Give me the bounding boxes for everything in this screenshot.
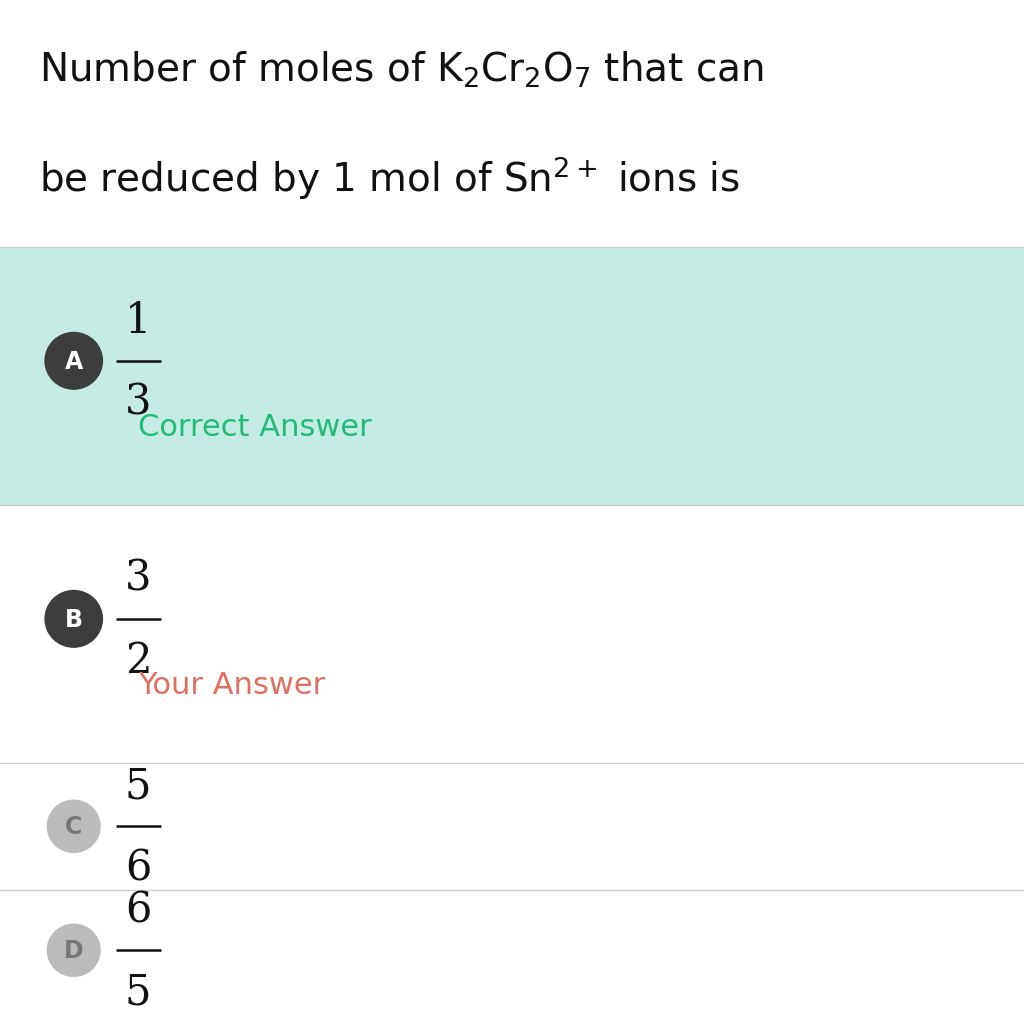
Text: 5: 5 [125,764,152,807]
Text: be reduced by 1 mol of $\mathregular{Sn^{2+}}$ ions is: be reduced by 1 mol of $\mathregular{Sn^… [39,155,740,202]
Text: 3: 3 [125,557,152,600]
Circle shape [47,801,100,852]
Text: C: C [66,815,82,838]
Circle shape [45,334,102,389]
Bar [0,506,1024,763]
Text: 6: 6 [125,889,152,930]
Bar [0,248,1024,506]
Text: 1: 1 [125,299,152,342]
Text: A: A [65,350,83,373]
Bar [0,763,1024,890]
Text: 6: 6 [125,846,152,889]
Bar [0,890,1024,1011]
Bar [0,0,1024,248]
Text: 3: 3 [125,381,152,424]
Circle shape [47,924,100,977]
Text: Correct Answer: Correct Answer [138,412,372,442]
Text: 2: 2 [125,639,152,681]
Text: Number of moles of $\mathregular{K_2Cr_2O_7}$ that can: Number of moles of $\mathregular{K_2Cr_2… [39,50,764,90]
Text: Your Answer: Your Answer [138,670,326,700]
Text: D: D [63,938,84,962]
Text: B: B [65,608,83,631]
Text: 5: 5 [125,971,152,1011]
Circle shape [45,590,102,647]
